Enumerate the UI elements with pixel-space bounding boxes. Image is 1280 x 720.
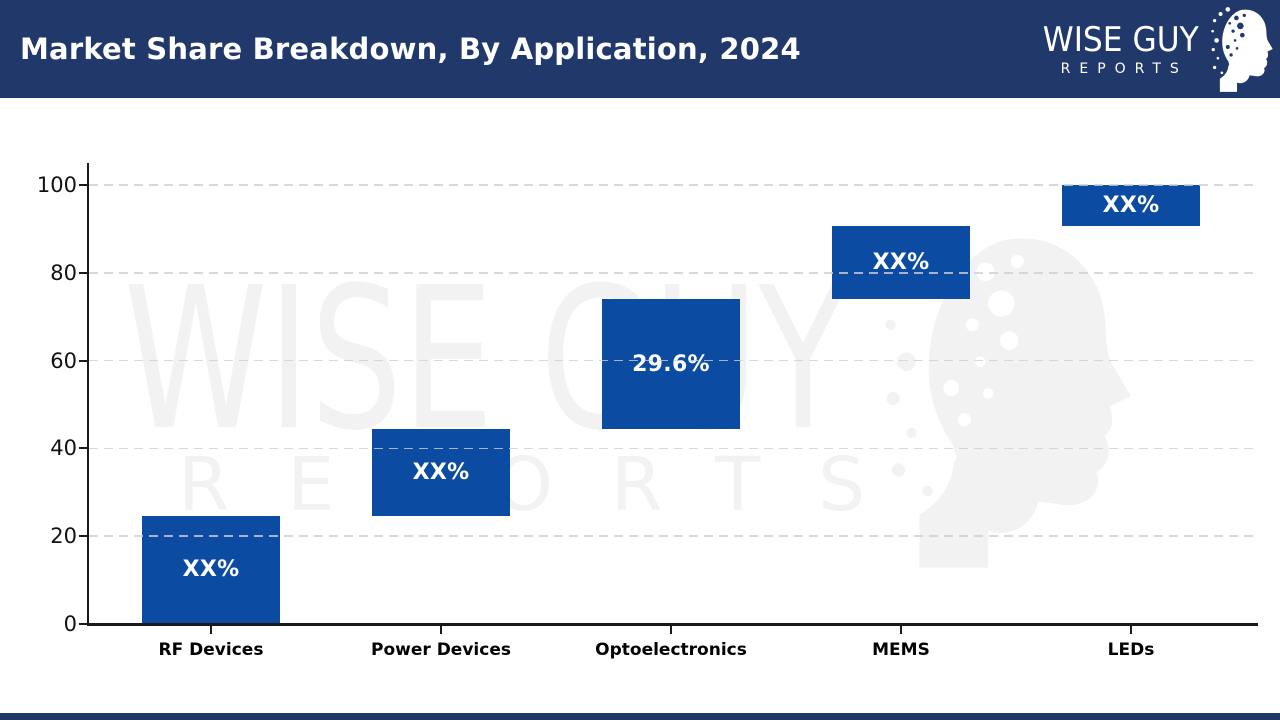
bar-mems: XX%: [832, 226, 970, 300]
y-tick-label: 0: [63, 612, 77, 636]
y-tick-mark: [79, 359, 87, 362]
x-axis-spine: [86, 623, 1258, 626]
y-tick-label: 80: [50, 260, 77, 285]
x-category-label: LEDs: [1107, 640, 1155, 660]
gridline-20: [89, 535, 1256, 538]
gridline-80: [89, 271, 1256, 274]
x-category-label: RF Devices: [158, 640, 264, 660]
wiseguy-logo: WISE GUY REPORTS: [1036, 4, 1274, 94]
footer-bar: [0, 713, 1280, 720]
y-axis-spine: [86, 163, 89, 626]
logo-text: WISE GUY REPORTS: [1036, 22, 1206, 77]
x-tick-mark: [209, 626, 213, 634]
y-tick-label: 20: [50, 524, 77, 549]
logo-brand-subtitle: REPORTS: [1060, 60, 1188, 77]
bar-value-label: 29.6%: [632, 351, 710, 377]
y-tick-mark: [79, 183, 87, 187]
logo-brand-name: WISE GUY: [1043, 19, 1200, 60]
bar-rf-devices: XX%: [142, 516, 280, 624]
header-bar: Market Share Breakdown, By Application, …: [0, 0, 1280, 98]
bar-value-label: XX%: [1102, 193, 1160, 219]
watermark-reports-text: REPORTS: [178, 442, 924, 528]
y-tick-label: 40: [50, 436, 77, 461]
x-tick-mark: [439, 626, 443, 634]
x-category-label: MEMS: [872, 640, 930, 660]
head-profile-icon: [1211, 7, 1273, 92]
gridline-100: [89, 184, 1256, 186]
bar-power-devices: XX%: [372, 429, 510, 516]
y-tick-mark: [79, 622, 87, 626]
y-tick-label: 60: [50, 348, 77, 373]
x-tick-mark: [669, 626, 673, 634]
bar-optoelectronics: 29.6%: [602, 299, 740, 430]
gridline-60: [89, 359, 1256, 362]
page-title: Market Share Breakdown, By Application, …: [20, 32, 801, 66]
bar-value-label: XX%: [182, 557, 240, 583]
x-category-label: Power Devices: [371, 640, 511, 660]
bar-leds: XX%: [1062, 185, 1200, 227]
x-tick-mark: [899, 626, 903, 634]
y-tick-mark: [79, 271, 87, 274]
gridline-40: [89, 447, 1256, 450]
bar-value-label: XX%: [412, 460, 470, 486]
y-tick-mark: [79, 535, 87, 538]
x-tick-mark: [1129, 626, 1133, 634]
y-tick-label: 100: [36, 173, 77, 197]
y-tick-mark: [79, 447, 87, 450]
x-category-label: Optoelectronics: [595, 640, 747, 660]
